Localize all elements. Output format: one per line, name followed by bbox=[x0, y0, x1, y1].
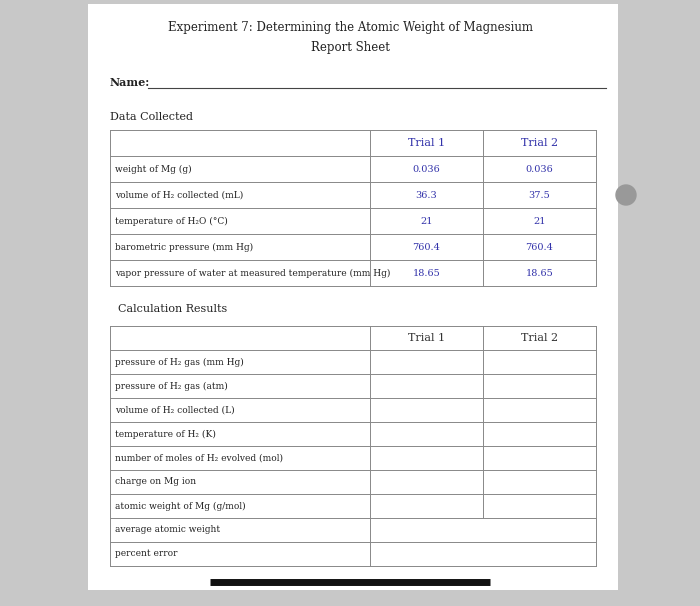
Text: 18.65: 18.65 bbox=[412, 268, 440, 278]
Text: barometric pressure (mm Hg): barometric pressure (mm Hg) bbox=[115, 242, 253, 251]
Text: 0.036: 0.036 bbox=[526, 164, 553, 173]
Text: average atomic weight: average atomic weight bbox=[115, 525, 220, 534]
Text: Data Collected: Data Collected bbox=[110, 112, 193, 122]
Text: Trial 1: Trial 1 bbox=[408, 138, 445, 148]
Text: atomic weight of Mg (g/mol): atomic weight of Mg (g/mol) bbox=[115, 501, 246, 511]
Text: Report Sheet: Report Sheet bbox=[311, 41, 389, 55]
Text: pressure of H₂ gas (mm Hg): pressure of H₂ gas (mm Hg) bbox=[115, 358, 244, 367]
Text: volume of H₂ collected (mL): volume of H₂ collected (mL) bbox=[115, 190, 244, 199]
Text: 21: 21 bbox=[420, 216, 433, 225]
Text: temperature of H₂O (°C): temperature of H₂O (°C) bbox=[115, 216, 228, 225]
Text: charge on Mg ion: charge on Mg ion bbox=[115, 478, 196, 487]
Text: 36.3: 36.3 bbox=[416, 190, 438, 199]
Circle shape bbox=[616, 185, 636, 205]
Text: 18.65: 18.65 bbox=[526, 268, 553, 278]
Text: Trial 1: Trial 1 bbox=[408, 333, 445, 343]
Text: Trial 2: Trial 2 bbox=[521, 333, 558, 343]
Text: weight of Mg (g): weight of Mg (g) bbox=[115, 164, 192, 173]
Text: number of moles of H₂ evolved (mol): number of moles of H₂ evolved (mol) bbox=[115, 453, 283, 462]
Text: temperature of H₂ (K): temperature of H₂ (K) bbox=[115, 430, 216, 439]
Text: Trial 2: Trial 2 bbox=[521, 138, 558, 148]
Text: volume of H₂ collected (L): volume of H₂ collected (L) bbox=[115, 405, 234, 415]
Text: Experiment 7: Determining the Atomic Weight of Magnesium: Experiment 7: Determining the Atomic Wei… bbox=[167, 21, 533, 35]
Text: 37.5: 37.5 bbox=[528, 190, 550, 199]
Text: 760.4: 760.4 bbox=[412, 242, 440, 251]
Text: 760.4: 760.4 bbox=[526, 242, 553, 251]
Text: vapor pressure of water at measured temperature (mm Hg): vapor pressure of water at measured temp… bbox=[115, 268, 391, 278]
Text: pressure of H₂ gas (atm): pressure of H₂ gas (atm) bbox=[115, 381, 228, 390]
Bar bbox=[88, 4, 618, 590]
Text: Name:: Name: bbox=[110, 77, 150, 88]
Text: 21: 21 bbox=[533, 216, 545, 225]
Text: percent error: percent error bbox=[115, 550, 178, 559]
Text: 0.036: 0.036 bbox=[412, 164, 440, 173]
Text: Calculation Results: Calculation Results bbox=[118, 304, 228, 314]
